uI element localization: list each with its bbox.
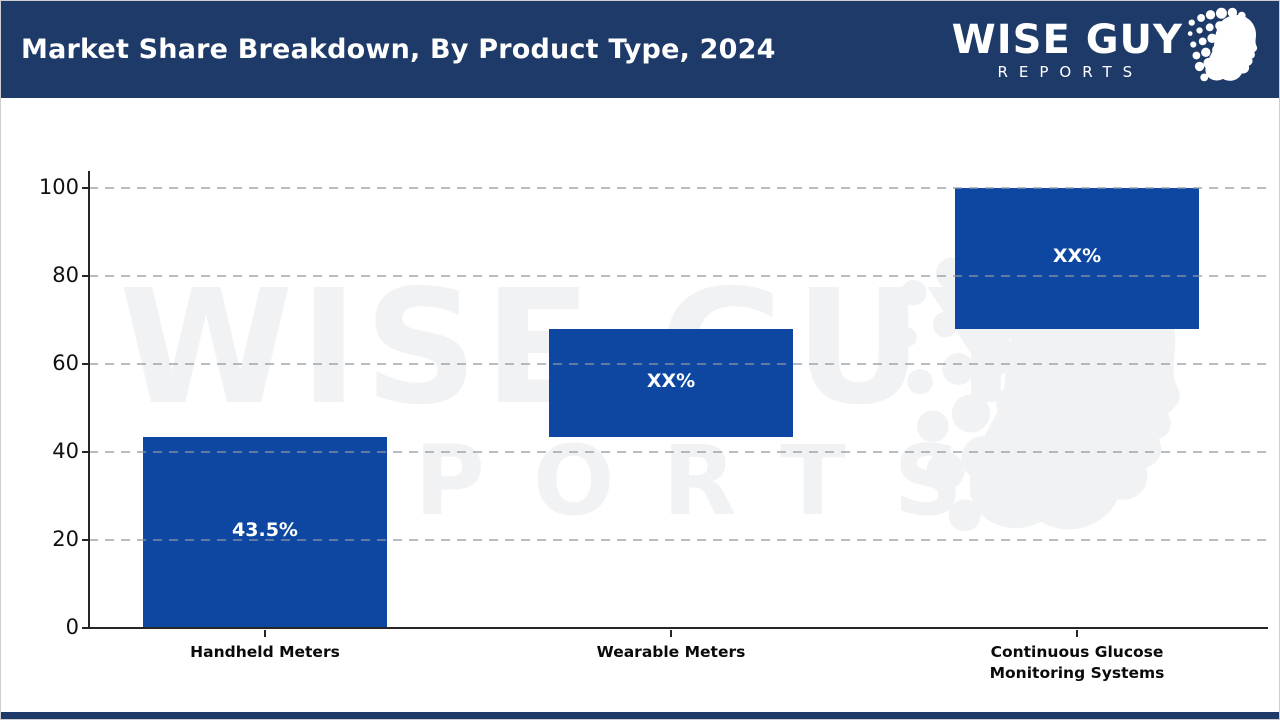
- bar-value-label: 43.5%: [232, 519, 298, 542]
- y-tick-label: 40: [52, 439, 79, 463]
- y-tick-label: 80: [52, 263, 79, 287]
- y-tick-label: 100: [38, 175, 79, 199]
- x-tick-mark: [670, 630, 672, 637]
- x-tick-mark: [264, 630, 266, 637]
- dotted-face-logo-icon: [1187, 7, 1258, 82]
- gridline: [89, 539, 1267, 541]
- y-axis-spine: [88, 171, 90, 629]
- y-tick-mark: [82, 187, 89, 189]
- y-tick-mark: [82, 539, 89, 541]
- gridline: [89, 451, 1267, 453]
- plot-area: 0 20 40 60 80 100 43.5% Handheld Meters XX% Weara…: [1, 98, 1279, 714]
- x-axis-spine: [88, 627, 1268, 629]
- y-tick-mark: [82, 275, 89, 277]
- y-tick-mark: [82, 627, 89, 629]
- bar-handheld-meters: 43.5%: [143, 436, 387, 628]
- page-title: Market Share Breakdown, By Product Type,…: [21, 34, 776, 65]
- header-band: Market Share Breakdown, By Product Type,…: [1, 1, 1279, 98]
- gridline: [89, 275, 1267, 277]
- y-tick-mark: [82, 451, 89, 453]
- x-category-label: Handheld Meters: [190, 643, 340, 661]
- gridline: [89, 187, 1267, 189]
- footer-accent-bar: [1, 712, 1279, 719]
- brand-subname: REPORTS: [997, 63, 1144, 81]
- x-category-label: Continuous Glucose Monitoring Systems: [989, 643, 1165, 682]
- bar-value-label: XX%: [1052, 245, 1102, 268]
- x-category-label: Wearable Meters: [596, 643, 746, 661]
- bar-continuous-glucose-monitoring-systems: XX%: [955, 188, 1199, 329]
- bar-wearable-meters: XX%: [549, 328, 793, 437]
- y-tick-label: 20: [52, 527, 79, 551]
- brand-name: WISE GUY: [951, 17, 1183, 63]
- brand-logo: WISE GUY REPORTS: [952, 7, 1267, 93]
- bar-value-label: XX%: [646, 369, 696, 392]
- y-tick-mark: [82, 363, 89, 365]
- brand-wordmark: WISE GUY REPORTS: [952, 20, 1183, 80]
- x-tick-mark: [1076, 630, 1078, 637]
- gridline: [89, 363, 1267, 365]
- y-tick-label: 0: [65, 615, 79, 639]
- y-tick-label: 60: [52, 351, 79, 375]
